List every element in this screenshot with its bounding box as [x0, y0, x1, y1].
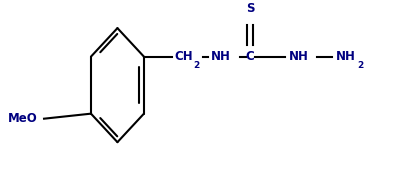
Text: NH: NH	[211, 50, 231, 63]
Text: NH: NH	[336, 50, 355, 63]
Text: CH: CH	[175, 50, 193, 63]
Text: 2: 2	[357, 61, 363, 70]
Text: C: C	[245, 50, 254, 63]
Text: MeO: MeO	[8, 112, 38, 125]
Text: S: S	[246, 2, 254, 15]
Text: 2: 2	[193, 61, 200, 70]
Text: NH: NH	[289, 50, 308, 63]
